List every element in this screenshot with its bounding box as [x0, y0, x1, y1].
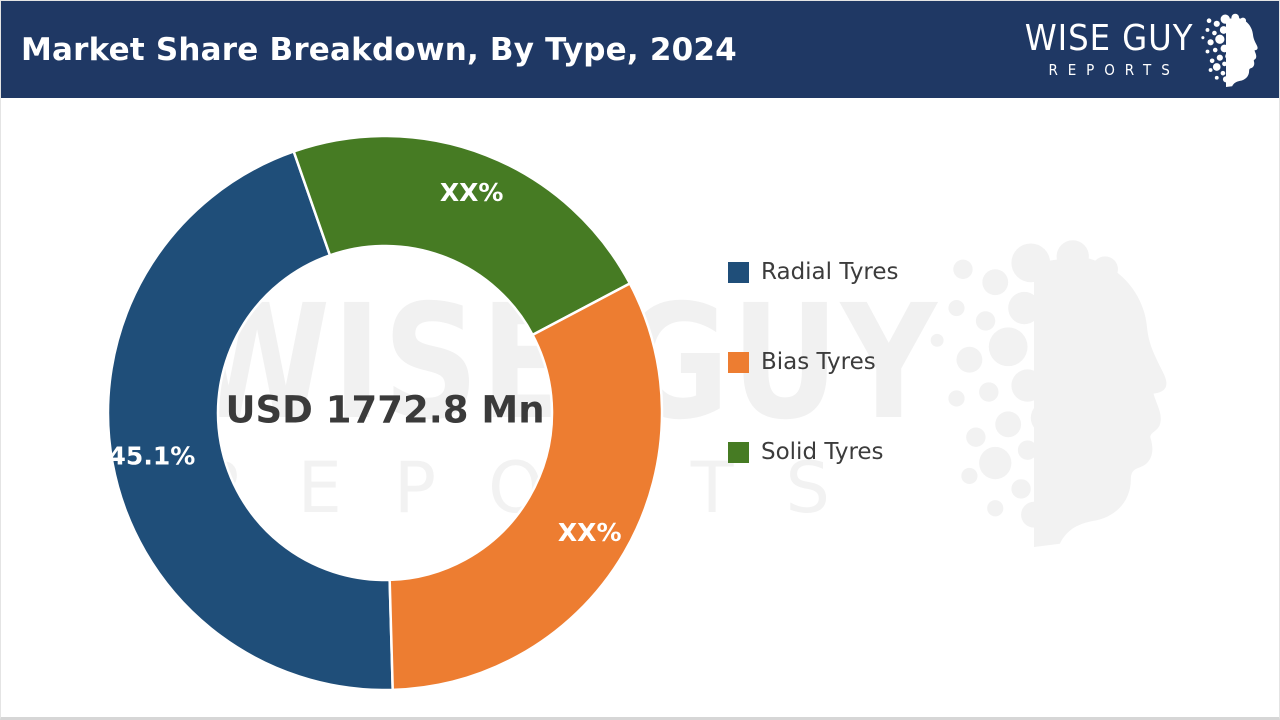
chart-center-value: USD 1772.8 Mn	[225, 388, 545, 432]
donut-chart: 45.1% XX% XX%	[106, 134, 664, 692]
header: Market Share Breakdown, By Type, 2024 WI…	[1, 1, 1279, 98]
legend-label: Solid Tyres	[761, 439, 884, 465]
legend-item-solid-tyres: Solid Tyres	[728, 438, 899, 466]
legend-label: Radial Tyres	[761, 259, 899, 285]
legend-swatch	[728, 261, 749, 283]
page-title: Market Share Breakdown, By Type, 2024	[21, 31, 737, 68]
legend-item-bias-tyres: Bias Tyres	[728, 348, 899, 376]
slice-label: XX%	[440, 178, 504, 207]
legend-swatch	[728, 441, 749, 463]
slice-label: XX%	[558, 518, 622, 547]
donut-slice-radial-tyres	[106, 150, 394, 692]
donut-slice-bias-tyres	[388, 282, 664, 692]
logo-text: WISE GUY REPORTS	[1024, 17, 1193, 79]
watermark-face-icon	[930, 240, 1167, 547]
chart-legend: Radial Tyres Bias Tyres Solid Tyres	[728, 258, 899, 466]
wise-guy-logo: WISE GUY REPORTS	[1006, 8, 1264, 92]
legend-label: Bias Tyres	[761, 349, 876, 375]
legend-swatch	[728, 351, 749, 373]
logo-subtitle: REPORTS	[1047, 60, 1180, 79]
logo-wordmark: WISE GUY	[1024, 17, 1193, 59]
watermark-subtitle: REPORTS	[197, 453, 882, 523]
wise-guy-face-icon	[1201, 13, 1258, 87]
donut-slice-solid-tyres	[292, 134, 632, 337]
slice-label: 45.1%	[109, 441, 196, 470]
legend-item-radial-tyres: Radial Tyres	[728, 258, 899, 286]
